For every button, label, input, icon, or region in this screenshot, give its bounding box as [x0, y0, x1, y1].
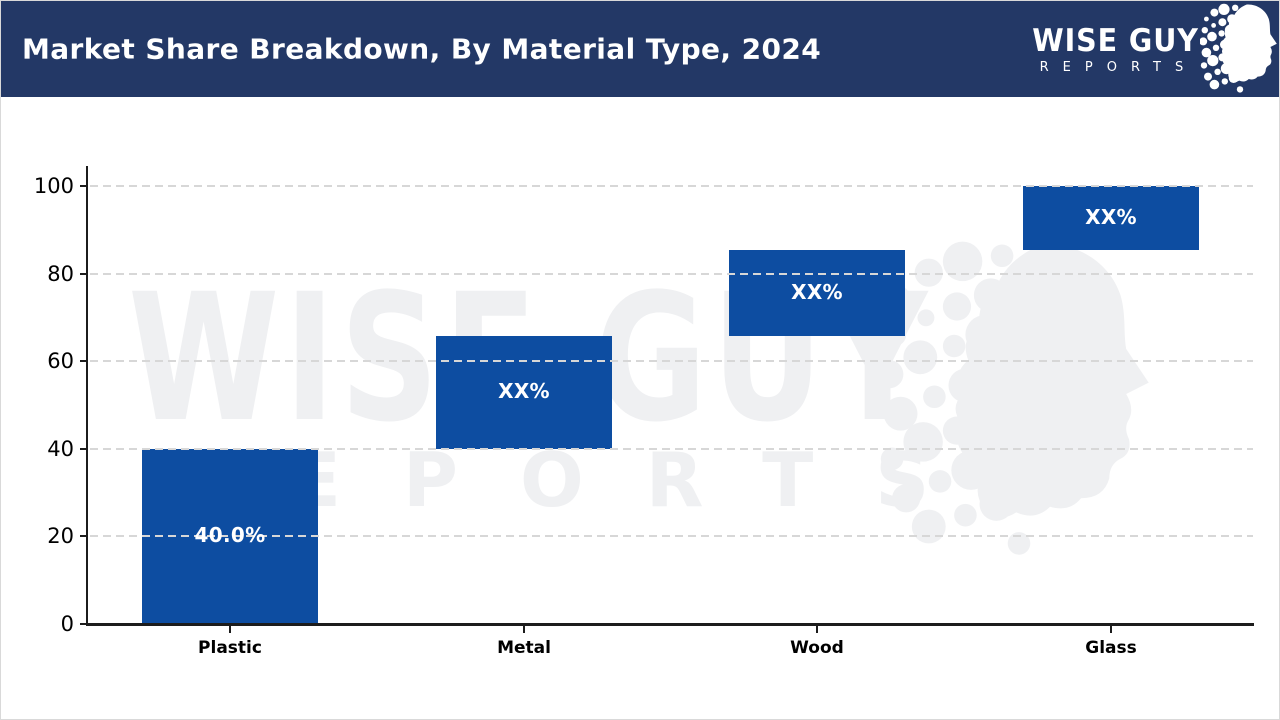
wiseguy-logo-name: WISE GUY	[1032, 22, 1199, 59]
bar-metal	[436, 336, 612, 449]
y-ticklabel-60: 60	[47, 349, 74, 373]
x-ticklabel-plastic: Plastic	[198, 638, 262, 658]
y-tickmark-20	[80, 535, 87, 537]
y-ticklabel-20: 20	[47, 524, 74, 548]
y-ticklabel-100: 100	[33, 174, 74, 198]
gridline-40	[90, 447, 1253, 450]
gridline-80	[90, 272, 1253, 275]
bar-value-label-metal: XX%	[498, 379, 550, 404]
y-axis-line	[86, 166, 88, 625]
bar-value-label-wood: XX%	[791, 279, 843, 304]
y-tickmark-100	[80, 185, 87, 187]
y-ticklabel-80: 80	[47, 261, 74, 286]
bar-wood	[729, 249, 905, 337]
gridline-100	[90, 185, 1253, 187]
bar-glass	[1023, 186, 1199, 250]
x-tickmark-metal	[523, 626, 525, 633]
y-tickmark-80	[80, 272, 87, 275]
wiseguy-logo-text: WISE GUY REPORTS	[1025, 23, 1206, 75]
y-ticklabel-40: 40	[47, 436, 74, 461]
x-ticklabel-glass: Glass	[1085, 638, 1137, 658]
wiseguy-logo: WISE GUY REPORTS	[1025, 0, 1280, 97]
y-tickmark-0	[80, 622, 87, 625]
wiseguy-head-icon	[1200, 3, 1277, 93]
x-axis-line	[86, 623, 1254, 626]
x-ticklabel-metal: Metal	[497, 638, 551, 658]
y-ticklabel-0: 0	[60, 611, 74, 636]
header-bar: Market Share Breakdown, By Material Type…	[0, 0, 1280, 97]
wiseguy-logo-sub: REPORTS	[1039, 59, 1198, 75]
y-tickmark-40	[80, 447, 87, 450]
gridline-20	[90, 535, 1253, 537]
bar-value-label-plastic: 40.0%	[194, 523, 266, 547]
x-tickmark-plastic	[229, 626, 231, 633]
x-tickmark-glass	[1110, 626, 1112, 633]
page-title: Market Share Breakdown, By Material Type…	[22, 32, 822, 65]
bar-value-label-glass: XX%	[1085, 204, 1137, 229]
x-ticklabel-wood: Wood	[790, 638, 844, 658]
gridline-60	[90, 360, 1253, 362]
x-tickmark-wood	[816, 626, 818, 633]
y-tickmark-60	[80, 360, 87, 362]
